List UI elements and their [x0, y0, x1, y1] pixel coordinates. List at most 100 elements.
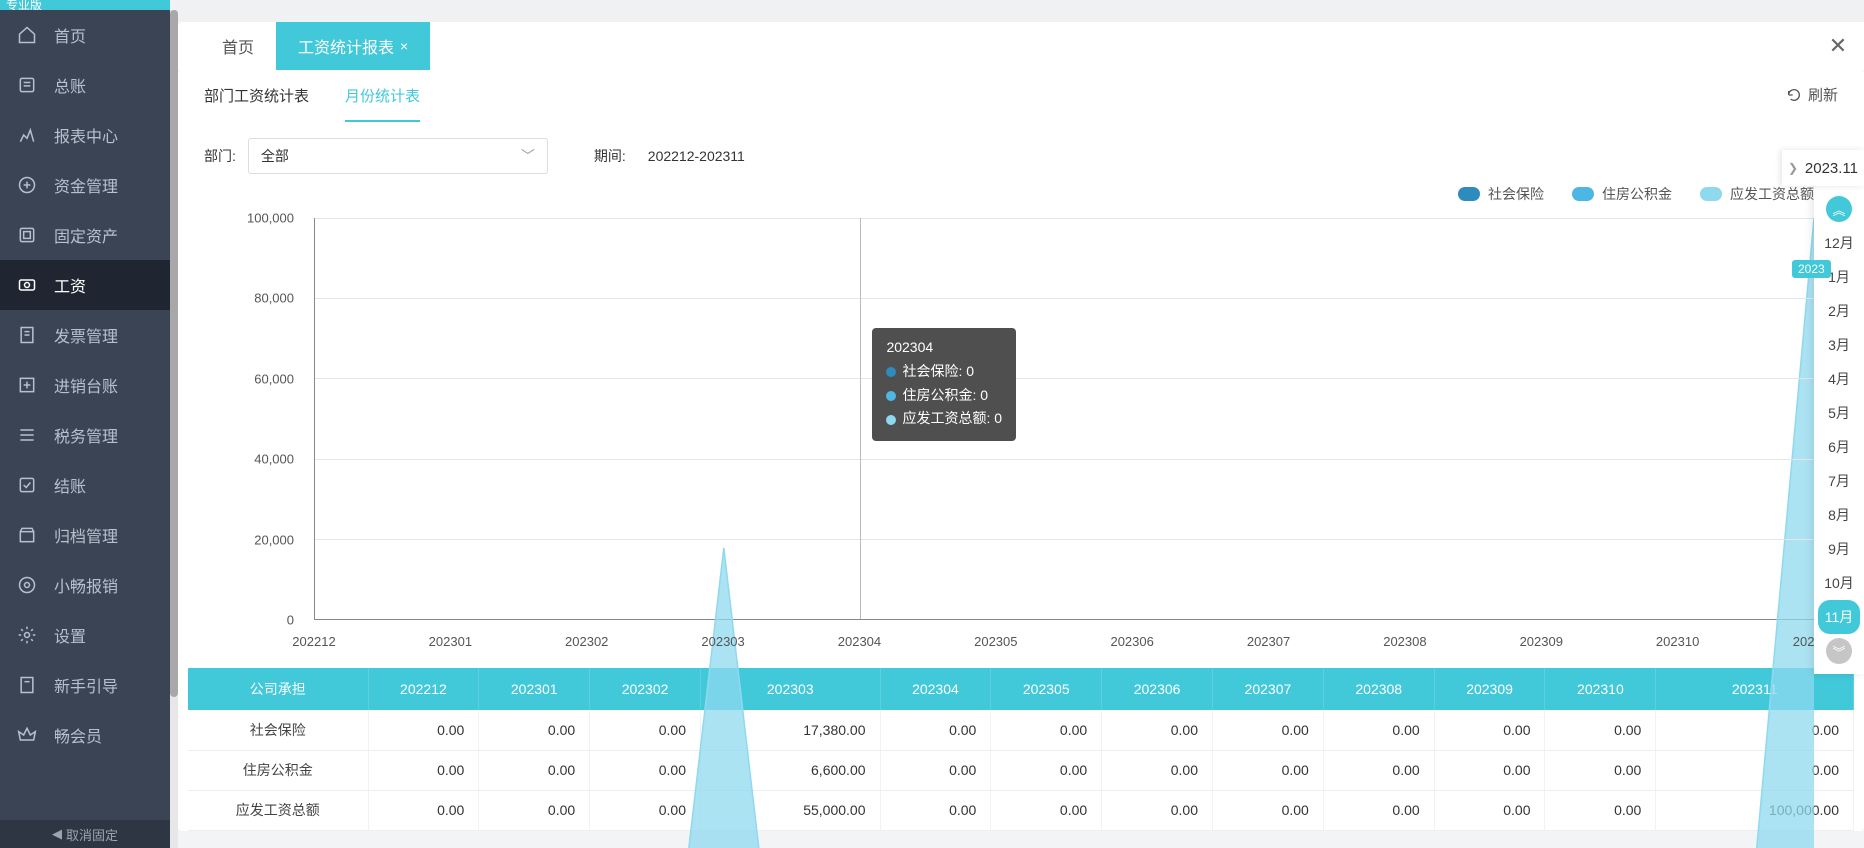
content: 部门工资统计表月份统计表 刷新 部门: 全部 ﹀ 期间: 202212-2023… — [178, 70, 1864, 848]
legend-item[interactable]: 社会保险 — [1458, 184, 1544, 204]
sidebar-item-label: 工资 — [54, 273, 86, 297]
asset-icon — [16, 224, 38, 246]
month-option[interactable]: 2月 — [1814, 294, 1864, 328]
sidebar-item-report[interactable]: 报表中心 — [0, 110, 170, 160]
x-tick-label: 202309 — [1520, 634, 1563, 649]
chart-wrap: 社会保险住房公积金应发工资总额 020,00040,00060,00080,00… — [178, 180, 1864, 668]
x-axis-labels: 2022122023012023022023032023042023052023… — [314, 634, 1814, 654]
sidebar-item-label: 报表中心 — [54, 123, 118, 147]
x-tick-label: 202305 — [974, 634, 1017, 649]
dept-select[interactable]: 全部 ﹀ — [248, 138, 548, 174]
tab[interactable]: 首页 — [200, 22, 276, 70]
y-axis-labels: 020,00040,00060,00080,000100,000 — [204, 218, 304, 620]
month-option[interactable]: 3月 — [1814, 328, 1864, 362]
x-tick-label: 202301 — [429, 634, 472, 649]
tax-icon — [16, 424, 38, 446]
sidebar-item-home[interactable]: 首页 — [0, 10, 170, 60]
archive-icon — [16, 524, 38, 546]
sidebar-item-label: 总账 — [54, 73, 86, 97]
sidebar-item-label: 结账 — [54, 473, 86, 497]
x-tick-label: 202307 — [1247, 634, 1290, 649]
sidebar-item-label: 发票管理 — [54, 323, 118, 347]
chevron-down-icon: ﹀ — [521, 146, 535, 166]
legend-label: 应发工资总额 — [1730, 184, 1814, 204]
sidebar-unpin-label: 取消固定 — [66, 825, 118, 844]
sub-tab[interactable]: 部门工资统计表 — [204, 70, 309, 122]
y-tick-label: 40,000 — [254, 452, 294, 467]
month-option[interactable]: 11月 — [1818, 600, 1860, 634]
tooltip-title: 202304 — [886, 336, 1002, 360]
month-picker-collapse-icon: ❯ — [1788, 161, 1798, 175]
month-option[interactable]: 7月 — [1814, 464, 1864, 498]
sidebar-item-guide[interactable]: 新手引导 — [0, 660, 170, 710]
x-tick-label: 202304 — [838, 634, 881, 649]
dept-value: 全部 — [261, 146, 289, 166]
month-option[interactable]: 12月 — [1814, 226, 1864, 260]
y-tick-label: 20,000 — [254, 532, 294, 547]
x-tick-label: 202212 — [292, 634, 335, 649]
reimb-icon — [16, 574, 38, 596]
legend-item[interactable]: 应发工资总额 — [1700, 184, 1814, 204]
sidebar-scrollbar[interactable] — [170, 10, 178, 848]
sub-tabs: 部门工资统计表月份统计表 刷新 — [178, 70, 1864, 122]
sidebar-item-tax[interactable]: 税务管理 — [0, 410, 170, 460]
sidebar-item-fund[interactable]: 资金管理 — [0, 160, 170, 210]
sidebar-item-label: 首页 — [54, 23, 86, 47]
sidebar-item-asset[interactable]: 固定资产 — [0, 210, 170, 260]
refresh-button[interactable]: 刷新 — [1786, 84, 1838, 105]
sidebar-item-label: 设置 — [54, 623, 86, 647]
chart-area[interactable]: 社会保险住房公积金应发工资总额 020,00040,00060,00080,00… — [204, 190, 1824, 660]
sidebar-item-label: 小畅报销 — [54, 573, 118, 597]
month-option[interactable]: 6月 — [1814, 430, 1864, 464]
month-option[interactable]: 8月 — [1814, 498, 1864, 532]
month-option[interactable]: 5月 — [1814, 396, 1864, 430]
chart-tooltip: 202304社会保险: 0住房公积金: 0应发工资总额: 0 — [872, 328, 1016, 441]
sidebar-unpin[interactable]: ◀ 取消固定 — [0, 820, 170, 848]
period-label: 期间: — [594, 146, 626, 166]
sidebar-item-close[interactable]: 结账 — [0, 460, 170, 510]
tab-label: 首页 — [222, 34, 254, 58]
gear-icon — [16, 624, 38, 646]
sidebar-item-salary[interactable]: 工资 — [0, 260, 170, 310]
x-tick-label: 202306 — [1110, 634, 1153, 649]
tabs-close-all[interactable]: ✕ — [1816, 22, 1860, 70]
sidebar-item-vip[interactable]: 畅会员 — [0, 710, 170, 760]
invoice-icon — [16, 324, 38, 346]
filters: 部门: 全部 ﹀ 期间: 202212-202311 — [178, 122, 1864, 180]
month-picker-down[interactable]: ︾ — [1826, 638, 1852, 664]
sub-tab[interactable]: 月份统计表 — [345, 70, 420, 122]
legend-label: 住房公积金 — [1602, 184, 1672, 204]
month-option[interactable]: 10月 — [1814, 566, 1864, 600]
salary-icon — [16, 274, 38, 296]
vip-icon — [16, 724, 38, 746]
sidebar-item-label: 归档管理 — [54, 523, 118, 547]
month-option[interactable]: 4月 — [1814, 362, 1864, 396]
sidebar-item-label: 固定资产 — [54, 223, 118, 247]
month-picker-head[interactable]: ❯ 2023.11 — [1782, 150, 1864, 186]
sidebar-item-invoice[interactable]: 发票管理 — [0, 310, 170, 360]
x-tick-label: 202302 — [565, 634, 608, 649]
y-tick-label: 0 — [287, 613, 294, 628]
month-picker-year-badge: 2023 — [1792, 260, 1831, 278]
tab-close-icon[interactable]: × — [400, 38, 408, 54]
sidebar-item-label: 畅会员 — [54, 723, 102, 747]
main: 首页工资统计报表× ✕ 部门工资统计表月份统计表 刷新 部门: 全部 ﹀ — [178, 0, 1864, 848]
fund-icon — [16, 174, 38, 196]
refresh-icon — [1786, 87, 1802, 103]
report-icon — [16, 124, 38, 146]
month-option[interactable]: 9月 — [1814, 532, 1864, 566]
sidebar-item-archive[interactable]: 归档管理 — [0, 510, 170, 560]
month-picker: 2023 ︽ 12月1月2月3月4月5月6月7月8月9月10月11月 ︾ — [1814, 186, 1864, 674]
tab[interactable]: 工资统计报表× — [276, 22, 430, 70]
month-picker-up[interactable]: ︽ — [1826, 196, 1852, 222]
legend-item[interactable]: 住房公积金 — [1572, 184, 1672, 204]
sidebar-item-gear[interactable]: 设置 — [0, 610, 170, 660]
legend-label: 社会保险 — [1488, 184, 1544, 204]
period-value: 202212-202311 — [648, 148, 745, 164]
sidebar-item-label: 新手引导 — [54, 673, 118, 697]
refresh-label: 刷新 — [1808, 84, 1838, 105]
x-tick-label: 202308 — [1383, 634, 1426, 649]
sidebar-item-ledger[interactable]: 总账 — [0, 60, 170, 110]
sidebar-item-reimb[interactable]: 小畅报销 — [0, 560, 170, 610]
sidebar-item-inout[interactable]: 进销台账 — [0, 360, 170, 410]
